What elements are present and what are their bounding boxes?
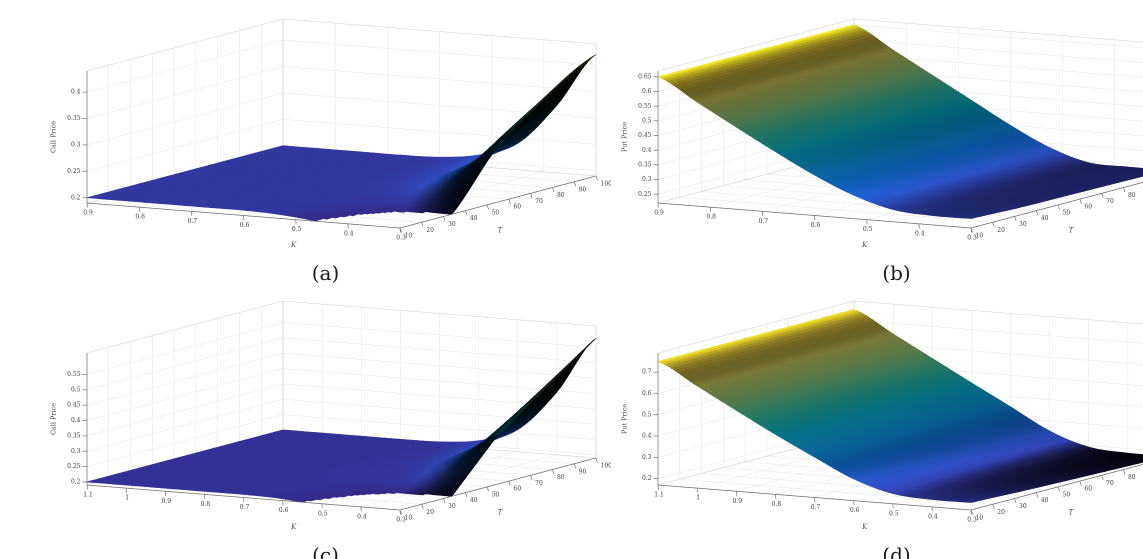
surface-plot-canvas-d (611, 300, 1143, 542)
subplot-d-caption: (d) (882, 543, 911, 559)
subplot-a-call-price-surface: (a) (40, 18, 611, 285)
surface-plot-canvas-c (40, 300, 611, 542)
subplot-b-put-price-surface: (b) (611, 18, 1143, 285)
subplot-c-caption: (c) (312, 543, 339, 559)
subplot-c-call-price-surface: (c) (40, 300, 611, 559)
subplot-a-caption: (a) (311, 261, 340, 285)
subplot-b-caption: (b) (882, 261, 911, 285)
subplot-d-put-price-surface: (d) (611, 300, 1143, 559)
surface-plot-canvas-b (611, 18, 1143, 260)
surface-plot-canvas-a (40, 18, 611, 260)
